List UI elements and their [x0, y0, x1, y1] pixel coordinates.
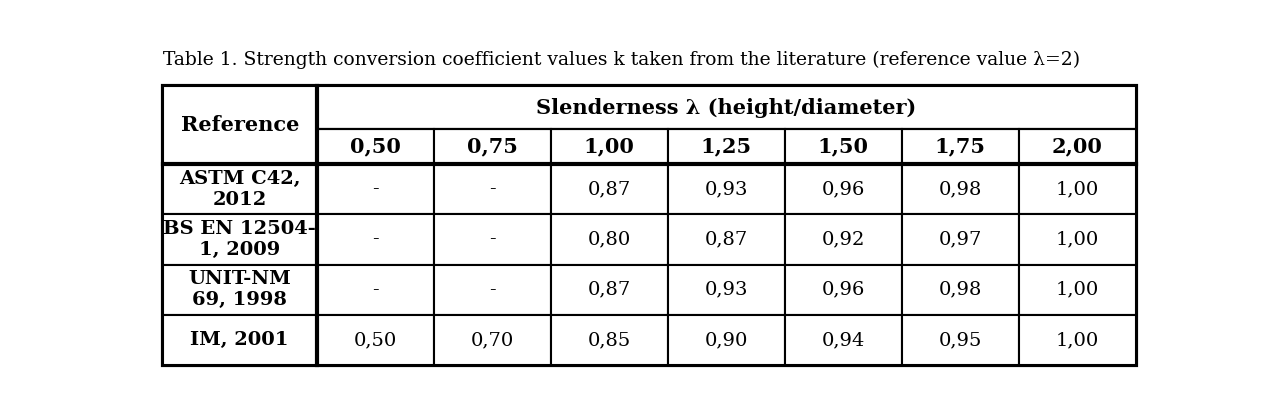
Text: 2,00: 2,00 — [1052, 137, 1102, 157]
Text: 0,50: 0,50 — [350, 137, 401, 157]
Bar — [163, 265, 316, 315]
Text: -: - — [489, 180, 495, 198]
Bar — [163, 315, 316, 365]
Bar — [551, 129, 667, 164]
Text: 0,50: 0,50 — [354, 331, 397, 349]
Bar — [901, 129, 1019, 164]
Text: ASTM C42,
2012: ASTM C42, 2012 — [179, 170, 301, 208]
Bar — [785, 265, 901, 315]
Bar — [316, 315, 434, 365]
Bar — [901, 214, 1019, 265]
Text: 0,96: 0,96 — [822, 281, 865, 299]
Bar — [316, 214, 434, 265]
Text: -: - — [372, 281, 378, 299]
Text: 0,85: 0,85 — [588, 331, 631, 349]
Bar — [901, 265, 1019, 315]
Text: 0,90: 0,90 — [704, 331, 748, 349]
Text: UNIT-NM
69, 1998: UNIT-NM 69, 1998 — [188, 270, 291, 309]
Text: -: - — [372, 230, 378, 248]
Bar — [163, 214, 316, 265]
Bar — [667, 265, 785, 315]
Text: 0,94: 0,94 — [822, 331, 865, 349]
Bar — [316, 164, 434, 214]
Text: 0,87: 0,87 — [588, 281, 631, 299]
Bar — [551, 164, 667, 214]
Text: 0,98: 0,98 — [938, 180, 982, 198]
Text: 1,00: 1,00 — [1055, 230, 1098, 248]
Text: 0,87: 0,87 — [588, 180, 631, 198]
Bar — [667, 315, 785, 365]
Bar — [785, 315, 901, 365]
Text: 0,92: 0,92 — [822, 230, 865, 248]
Bar — [1019, 164, 1135, 214]
Text: 0,70: 0,70 — [470, 331, 513, 349]
Bar — [667, 164, 785, 214]
Text: 0,96: 0,96 — [822, 180, 865, 198]
Bar — [434, 265, 551, 315]
Text: IM, 2001: IM, 2001 — [191, 331, 289, 349]
Text: Table 1. Strength conversion coefficient values k taken from the literature (ref: Table 1. Strength conversion coefficient… — [163, 51, 1079, 69]
Text: 1,00: 1,00 — [584, 137, 635, 157]
Text: -: - — [489, 230, 495, 248]
Bar — [163, 86, 316, 164]
Bar — [316, 86, 1135, 129]
Bar — [551, 315, 667, 365]
Text: 0,95: 0,95 — [938, 331, 982, 349]
Text: 0,97: 0,97 — [938, 230, 982, 248]
Text: 0,80: 0,80 — [588, 230, 631, 248]
Bar — [434, 164, 551, 214]
Bar — [785, 214, 901, 265]
Bar — [1019, 315, 1135, 365]
Text: BS EN 12504-
1, 2009: BS EN 12504- 1, 2009 — [163, 220, 316, 259]
Text: 0,75: 0,75 — [466, 137, 517, 157]
Text: 1,00: 1,00 — [1055, 281, 1098, 299]
Bar — [785, 129, 901, 164]
Text: 1,00: 1,00 — [1055, 331, 1098, 349]
Text: 0,98: 0,98 — [938, 281, 982, 299]
Bar — [901, 164, 1019, 214]
Bar — [1019, 214, 1135, 265]
Bar — [316, 129, 434, 164]
Bar — [667, 129, 785, 164]
Text: Slenderness λ (height/diameter): Slenderness λ (height/diameter) — [536, 98, 916, 117]
Bar — [1019, 265, 1135, 315]
Bar — [434, 315, 551, 365]
Text: Reference: Reference — [181, 115, 298, 135]
Bar — [551, 214, 667, 265]
Text: 1,00: 1,00 — [1055, 180, 1098, 198]
Bar — [163, 164, 316, 214]
Bar — [434, 129, 551, 164]
Text: 0,87: 0,87 — [704, 230, 748, 248]
Text: 0,93: 0,93 — [704, 281, 748, 299]
Bar — [667, 214, 785, 265]
Bar — [901, 315, 1019, 365]
Text: -: - — [372, 180, 378, 198]
Bar — [434, 214, 551, 265]
Bar — [785, 164, 901, 214]
Bar — [163, 86, 1135, 365]
Bar — [551, 265, 667, 315]
Text: 0,93: 0,93 — [704, 180, 748, 198]
Bar — [1019, 129, 1135, 164]
Text: -: - — [489, 281, 495, 299]
Text: 1,75: 1,75 — [934, 137, 986, 157]
Text: 1,50: 1,50 — [818, 137, 868, 157]
Text: 1,25: 1,25 — [700, 137, 752, 157]
Bar — [316, 265, 434, 315]
